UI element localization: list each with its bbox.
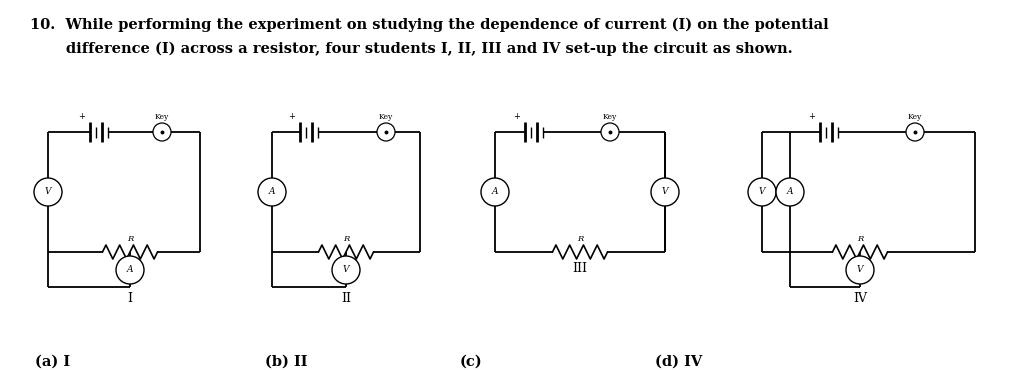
Circle shape [332, 256, 360, 284]
Text: A: A [492, 188, 499, 196]
Circle shape [776, 178, 804, 206]
Text: (c): (c) [460, 355, 482, 369]
Text: (b) II: (b) II [265, 355, 307, 369]
Text: R: R [127, 235, 133, 243]
Circle shape [906, 123, 924, 141]
Text: IV: IV [853, 292, 867, 305]
Text: I: I [128, 292, 132, 305]
Text: Key: Key [379, 113, 393, 121]
Circle shape [651, 178, 679, 206]
Text: V: V [857, 266, 863, 275]
Text: V: V [759, 188, 765, 196]
Text: A: A [268, 188, 275, 196]
Circle shape [377, 123, 395, 141]
Text: Key: Key [908, 113, 923, 121]
Text: II: II [341, 292, 351, 305]
Text: (d) IV: (d) IV [655, 355, 702, 369]
Circle shape [748, 178, 776, 206]
Text: Key: Key [155, 113, 169, 121]
Text: A: A [127, 266, 133, 275]
Circle shape [258, 178, 286, 206]
Text: +: + [289, 112, 296, 121]
Circle shape [153, 123, 171, 141]
Text: A: A [786, 188, 794, 196]
Circle shape [846, 256, 874, 284]
Text: +: + [809, 112, 815, 121]
Text: R: R [343, 235, 349, 243]
Text: (a) I: (a) I [35, 355, 70, 369]
Text: R: R [577, 235, 583, 243]
Text: V: V [343, 266, 349, 275]
Text: 10.  While performing the experiment on studying the dependence of current (I) o: 10. While performing the experiment on s… [30, 18, 828, 33]
Circle shape [481, 178, 509, 206]
Circle shape [34, 178, 62, 206]
Text: III: III [572, 262, 588, 275]
Circle shape [116, 256, 144, 284]
Text: Key: Key [603, 113, 617, 121]
Text: difference (I) across a resistor, four students I, II, III and IV set-up the cir: difference (I) across a resistor, four s… [30, 42, 793, 56]
Text: +: + [514, 112, 520, 121]
Circle shape [601, 123, 618, 141]
Text: V: V [45, 188, 51, 196]
Text: R: R [857, 235, 863, 243]
Text: +: + [79, 112, 85, 121]
Text: V: V [662, 188, 669, 196]
